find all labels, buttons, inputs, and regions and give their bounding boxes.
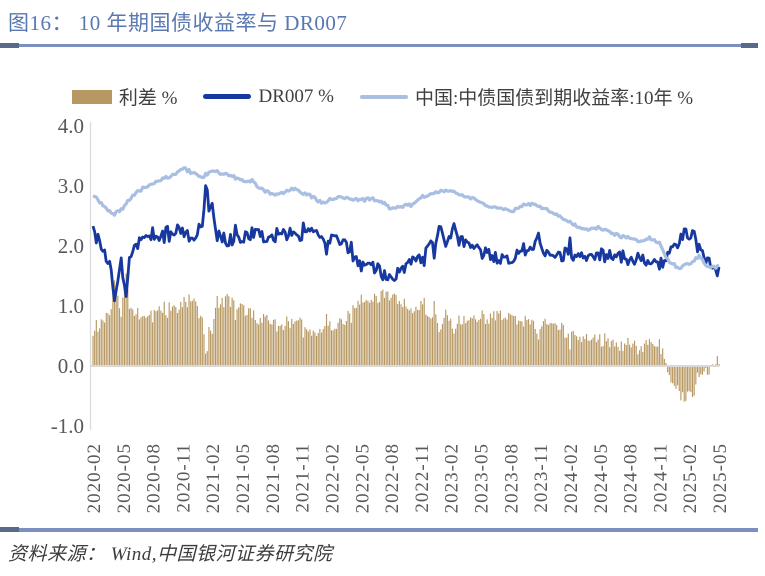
y-tick-label: -1.0 — [51, 414, 84, 438]
dr007-swatch — [203, 94, 252, 99]
header-divider-line — [0, 44, 758, 47]
y-tick-label: 0.0 — [58, 354, 84, 378]
footer-divider-line — [0, 528, 758, 532]
x-tick-label: 2020-05 — [114, 443, 135, 513]
spread-bars — [92, 273, 720, 402]
x-tick-label: 2022-05 — [352, 443, 373, 513]
x-tick-label: 2020-02 — [84, 443, 105, 513]
x-tick-label: 2021-11 — [293, 443, 314, 513]
x-tick-label: 2023-02 — [442, 443, 463, 513]
spread-swatch — [71, 89, 112, 104]
dr007-line — [91, 184, 721, 303]
y-tick-label: 2.0 — [58, 234, 84, 258]
x-tick-label: 2023-08 — [501, 443, 522, 513]
legend-item-spread: 利差 % — [71, 83, 178, 110]
header-divider-right-cap — [741, 43, 758, 48]
figure-title: 图16： 10 年期国债收益率与 DR007 — [8, 11, 348, 35]
legend-item-yield10y: 中国:中债国债到期收益率:10年 % — [359, 83, 694, 110]
x-tick-label: 2020-08 — [144, 443, 165, 513]
x-tick-label: 2024-11 — [650, 443, 671, 513]
source-note: 资料来源： Wind,中国银河证券研究院 — [8, 544, 333, 565]
header-divider — [0, 43, 758, 48]
legend-label-yield10y: 中国:中债国债到期收益率:10年 % — [414, 88, 694, 109]
x-tick-label: 2023-11 — [531, 443, 552, 513]
x-tick-label: 2025-02 — [680, 443, 701, 513]
x-tick-label: 2025-05 — [710, 443, 731, 513]
x-tick-label: 2021-05 — [233, 443, 254, 513]
y-tick-label: 1.0 — [58, 294, 84, 318]
legend-label-spread: 利差 % — [118, 88, 178, 109]
yield10y-swatch — [359, 94, 408, 99]
header-divider-left-cap — [0, 43, 19, 48]
legend-label-dr007: DR007 % — [258, 85, 334, 107]
x-tick-label: 2023-05 — [472, 443, 493, 513]
x-tick-label: 2022-11 — [412, 443, 433, 513]
footer-divider-left-cap — [0, 527, 19, 532]
x-tick-label: 2024-08 — [621, 443, 642, 513]
x-tick-label: 2024-05 — [591, 443, 612, 513]
x-tick-label: 2022-02 — [322, 443, 343, 513]
legend-item-dr007: DR007 % — [203, 85, 334, 108]
x-tick-label: 2020-11 — [173, 443, 194, 513]
chart-legend: 利差 % DR007 % 中国:中债国债到期收益率:10年 % — [0, 83, 765, 110]
x-tick-label: 2024-02 — [561, 443, 582, 513]
x-tick-label: 2021-02 — [203, 443, 224, 513]
x-tick-label: 2021-08 — [263, 443, 284, 513]
yield10y-line — [92, 166, 720, 271]
y-tick-label: 3.0 — [58, 174, 84, 198]
footer-divider — [0, 527, 758, 532]
x-tick-label: 2022-08 — [382, 443, 403, 513]
y-tick-label: 4.0 — [58, 114, 84, 138]
